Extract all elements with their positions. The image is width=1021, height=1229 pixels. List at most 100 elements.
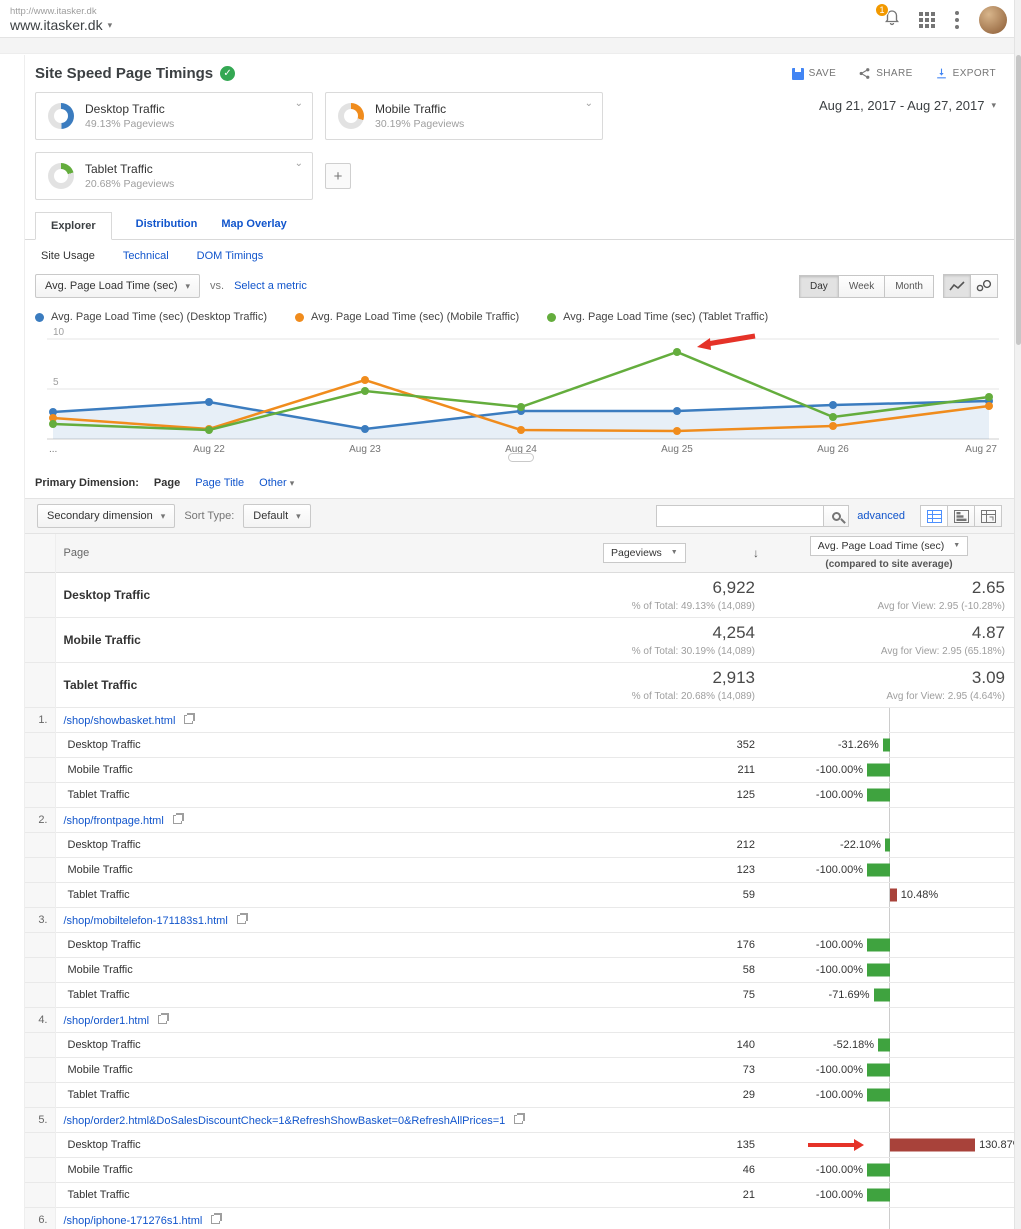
- comparison-value: -31.26%: [837, 738, 879, 751]
- segment-card-desktop[interactable]: Desktop Traffic 49.13% Pageviews ⌄: [35, 92, 313, 140]
- tab-map-overlay[interactable]: Map Overlay: [221, 218, 287, 230]
- notifications-button[interactable]: 1: [875, 3, 901, 31]
- kebab-menu-icon[interactable]: [953, 9, 961, 31]
- open-in-new-icon[interactable]: [514, 1112, 526, 1124]
- verified-check-icon: ✓: [220, 66, 236, 81]
- granularity-week[interactable]: Week: [837, 274, 886, 298]
- advanced-search-link[interactable]: advanced: [857, 510, 905, 522]
- page-link[interactable]: /shop/iphone-171276s1.html: [63, 1214, 203, 1227]
- page-row: 5. /shop/order2.html&DoSalesDiscountCheck…: [25, 1107, 1014, 1132]
- comparison-bar: [890, 1138, 976, 1151]
- open-in-new-icon[interactable]: [158, 1012, 170, 1024]
- dimension-other[interactable]: Other ▾: [259, 477, 295, 489]
- chevron-down-icon[interactable]: ⌄: [294, 158, 303, 169]
- legend-item-mobile[interactable]: Avg. Page Load Time (sec) (Mobile Traffi…: [295, 311, 519, 323]
- export-button[interactable]: EXPORT: [935, 67, 996, 80]
- share-button[interactable]: SHARE: [858, 67, 912, 80]
- segment-row: Mobile Traffic 46 -100.00%: [25, 1157, 1014, 1182]
- avatar[interactable]: [979, 5, 1007, 34]
- sort-type-button[interactable]: Default ▾: [243, 504, 311, 528]
- segment-detail: 20.68% Pageviews: [85, 178, 175, 190]
- search-icon: [831, 511, 841, 521]
- motion-chart-view-button[interactable]: [970, 274, 998, 298]
- subtab-technical[interactable]: Technical: [122, 250, 169, 262]
- subtab-dom-timings[interactable]: DOM Timings: [196, 250, 264, 262]
- timeline-scrub-handle[interactable]: [508, 453, 534, 462]
- pageviews-cell: [599, 1007, 764, 1032]
- open-in-new-icon[interactable]: [211, 1212, 223, 1224]
- chevron-down-icon[interactable]: ⌄: [584, 98, 593, 109]
- pageviews-subtext: % of Total: 49.13% (14,089): [631, 600, 755, 612]
- svg-text:Aug 23: Aug 23: [349, 444, 381, 455]
- line-chart-view-button[interactable]: [943, 274, 971, 298]
- search-button[interactable]: [823, 505, 850, 527]
- legend-dot: [547, 312, 557, 322]
- sort-direction-icon[interactable]: ↓: [753, 545, 759, 560]
- comparison-value: -71.69%: [828, 988, 870, 1001]
- save-button[interactable]: SAVE: [791, 67, 837, 80]
- metric-dropdown[interactable]: Avg. Page Load Time (sec) ▾: [35, 274, 201, 298]
- granularity-day[interactable]: Day: [799, 274, 839, 298]
- timeseries-chart[interactable]: 5 10... Aug 22 Aug 23 Aug 24 Aug 25 Aug 26 Aug …: [47, 327, 999, 467]
- vertical-scrollbar[interactable]: [1014, 0, 1021, 1229]
- segment-card-tablet[interactable]: Tablet Traffic 20.68% Pageviews ⌄: [35, 152, 313, 200]
- page-cell: /shop/order1.html: [55, 1007, 599, 1032]
- search-input[interactable]: [656, 505, 825, 527]
- tab-distribution[interactable]: Distribution: [135, 218, 198, 230]
- row-index: 4.: [25, 1007, 56, 1032]
- subtab-site-usage[interactable]: Site Usage: [41, 250, 95, 262]
- line-chart: 5 10... Aug 22 Aug 23 Aug 24 Aug 25 Aug 26 Aug …: [47, 327, 999, 455]
- comparison-axis: [889, 1132, 890, 1157]
- apps-grid-icon[interactable]: [919, 11, 935, 28]
- collapsed-sidebar[interactable]: [0, 55, 25, 1229]
- granularity-month[interactable]: Month: [884, 274, 934, 298]
- comparison-cell: -100.00%: [764, 857, 1014, 882]
- select-metric-link[interactable]: Select a metric: [234, 280, 307, 292]
- scrollbar-thumb[interactable]: [1016, 55, 1021, 345]
- open-in-new-icon[interactable]: [184, 712, 196, 724]
- pivot-view-button[interactable]: [974, 505, 1002, 527]
- comparison-cell: -100.00%: [764, 1082, 1014, 1107]
- comparison-axis: [889, 707, 890, 732]
- metric-subtext: Avg for View: 2.95 (-10.28%): [877, 600, 1005, 612]
- metric-column-selector[interactable]: Avg. Page Load Time (sec) ▼: [809, 535, 969, 556]
- account-switcher[interactable]: http://www.itasker.dk www.itasker.dk ▾: [10, 6, 112, 33]
- open-in-new-icon[interactable]: [172, 812, 184, 824]
- row-gutter: [25, 857, 56, 882]
- dimension-page[interactable]: Page: [153, 477, 181, 489]
- comparison-view-button[interactable]: [947, 505, 975, 527]
- page-link[interactable]: /shop/mobiltelefon-171183s1.html: [63, 914, 228, 927]
- chevron-down-icon[interactable]: ⌄: [294, 98, 303, 109]
- segment-row: Desktop Traffic 212 -22.10%: [25, 832, 1014, 857]
- report-header: Site Speed Page Timings ✓ SAVE SHARE EXP…: [25, 54, 1014, 90]
- legend-item-desktop[interactable]: Avg. Page Load Time (sec) (Desktop Traff…: [35, 311, 267, 323]
- tab-explorer[interactable]: Explorer: [35, 212, 112, 240]
- comparison-bar: [867, 1188, 890, 1201]
- comparison-value: -100.00%: [815, 938, 863, 951]
- page-link[interactable]: /shop/order2.html&DoSalesDiscountCheck=1…: [63, 1114, 506, 1127]
- segment-pageviews: 176: [736, 938, 755, 951]
- page-link[interactable]: /shop/order1.html: [63, 1014, 150, 1027]
- secondary-dimension-button[interactable]: Secondary dimension ▾: [37, 504, 176, 528]
- add-segment-button[interactable]: +: [325, 163, 351, 189]
- comparison-bar: [867, 788, 890, 801]
- date-range-selector[interactable]: Aug 21, 2017 - Aug 27, 2017 ▾: [818, 98, 996, 113]
- segment-detail: 49.13% Pageviews: [85, 118, 175, 130]
- open-in-new-icon[interactable]: [236, 912, 248, 924]
- row-index: 5.: [25, 1107, 56, 1132]
- segment-card-mobile[interactable]: Mobile Traffic 30.19% Pageviews ⌄: [325, 92, 603, 140]
- comparison-value: -100.00%: [815, 1088, 863, 1101]
- legend-item-tablet[interactable]: Avg. Page Load Time (sec) (Tablet Traffi…: [547, 311, 768, 323]
- page-link[interactable]: /shop/frontpage.html: [63, 814, 164, 827]
- save-icon: [791, 67, 804, 80]
- column-header-page[interactable]: Page: [63, 546, 90, 559]
- page-link[interactable]: /shop/showbasket.html: [63, 714, 176, 727]
- comparison-value: -100.00%: [815, 1063, 863, 1076]
- summary-row: Mobile Traffic 4,254 % of Total: 30.19% (1…: [25, 617, 1014, 662]
- comparison-cell: 10.48%: [764, 882, 1014, 907]
- dimension-page-title[interactable]: Page Title: [195, 477, 245, 489]
- table-view-button[interactable]: [920, 505, 948, 527]
- summary-row: Tablet Traffic 2,913 % of Total: 20.68% (1…: [25, 662, 1014, 707]
- pageviews-column-selector[interactable]: Pageviews ▼: [603, 542, 686, 563]
